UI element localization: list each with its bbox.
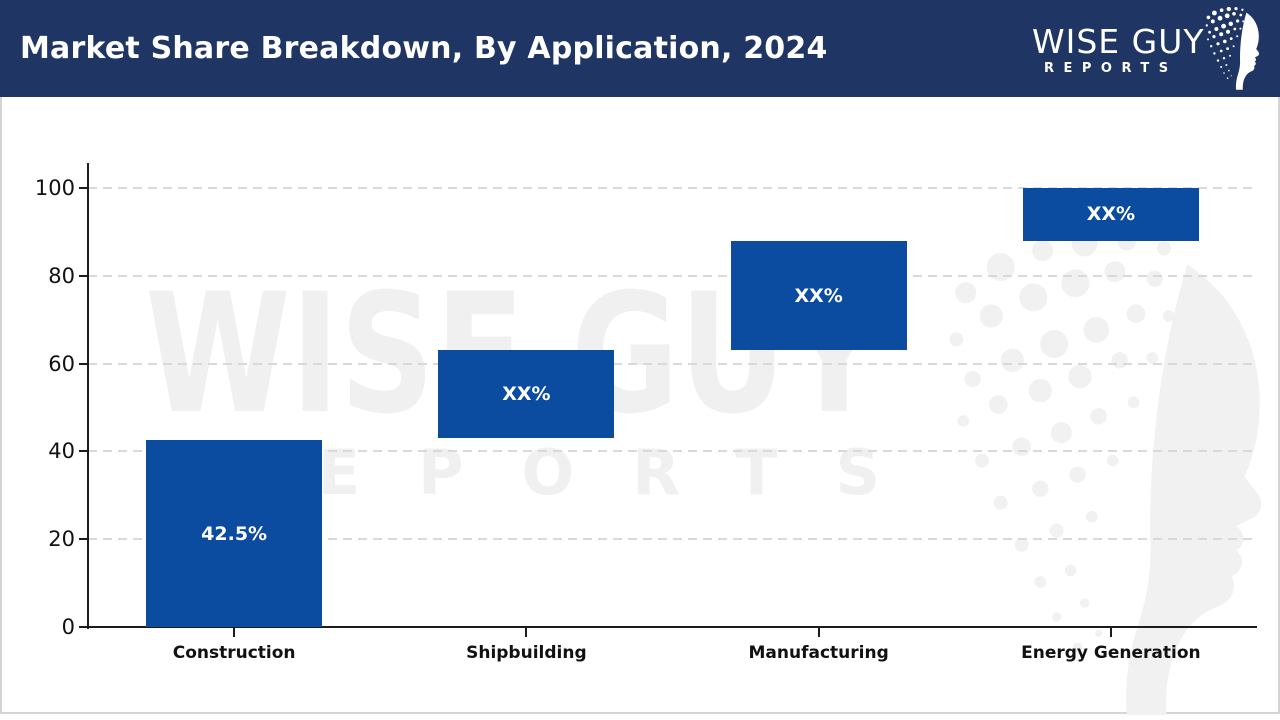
y-tick-label: 100 (34, 176, 75, 200)
y-axis (87, 163, 89, 629)
x-tick-label: Shipbuilding (466, 643, 587, 663)
x-tick-mark (817, 628, 820, 637)
bar-value-label: XX% (502, 383, 551, 406)
chart-area: 0 20 40 60 80 100 Construction Shipbuilding Manu… (0, 97, 1280, 714)
y-tick-mark (79, 538, 87, 541)
content-frame-border (0, 97, 1280, 714)
gridline (88, 362, 1257, 365)
brand-logo: WISE GUY REPORTS (1032, 0, 1272, 97)
y-tick-mark (79, 450, 87, 453)
bar-value-label: XX% (794, 284, 843, 307)
dotted-head-icon (1205, 7, 1260, 90)
y-tick-mark (79, 274, 87, 277)
bar-energy-generation: XX% (1022, 188, 1199, 241)
x-tick-label: Energy Generation (1021, 643, 1201, 663)
bar-value-label: 42.5% (201, 522, 268, 545)
gridline (88, 538, 1257, 541)
header-bar: Market Share Breakdown, By Application, … (0, 0, 1280, 97)
gridline (88, 187, 1257, 189)
y-tick-label: 20 (48, 527, 75, 552)
logo-subtext: REPORTS (1044, 61, 1178, 76)
x-tick-label: Construction (172, 643, 296, 663)
x-axis (87, 626, 1257, 628)
gridline (88, 450, 1257, 453)
y-tick-mark (79, 187, 87, 189)
x-tick-mark (233, 628, 236, 637)
y-tick-label: 0 (61, 615, 75, 639)
x-tick-label: Manufacturing (748, 643, 889, 663)
logo-wordmark: WISE GUY (1032, 22, 1205, 61)
y-tick-label: 40 (48, 439, 75, 464)
x-tick-mark (1109, 628, 1112, 637)
page-title: Market Share Breakdown, By Application, … (20, 31, 828, 66)
bar-construction: 42.5% (146, 440, 323, 627)
gridline (88, 274, 1257, 277)
y-tick-label: 80 (48, 263, 75, 288)
y-tick-mark (79, 626, 87, 628)
x-tick-mark (525, 628, 528, 637)
y-tick-mark (79, 362, 87, 365)
bar-manufacturing: XX% (730, 240, 907, 351)
y-tick-label: 60 (48, 351, 75, 376)
bar-value-label: XX% (1086, 203, 1136, 226)
bar-shipbuilding: XX% (438, 350, 615, 439)
